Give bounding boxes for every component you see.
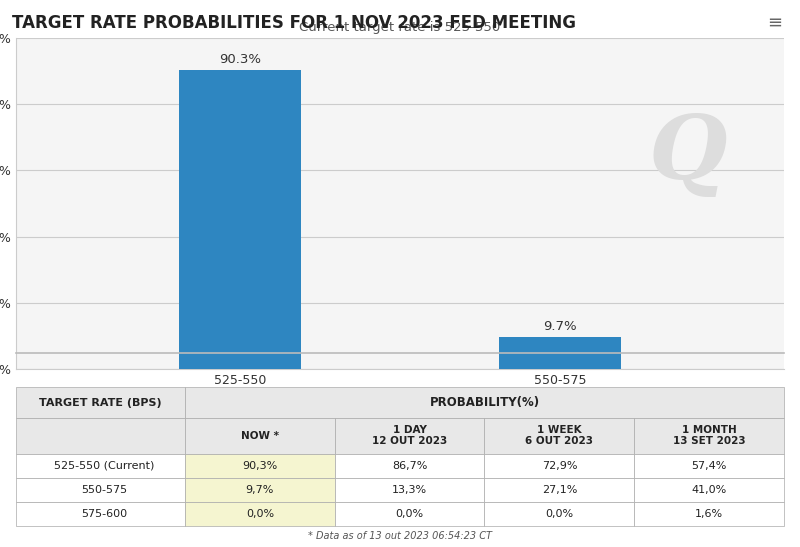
Text: 57,4%: 57,4% (691, 461, 727, 470)
Title: Current target rate is 525-550: Current target rate is 525-550 (299, 21, 501, 34)
Text: 9,7%: 9,7% (246, 485, 274, 494)
Text: * Data as of 13 out 2023 06:54:23 CT: * Data as of 13 out 2023 06:54:23 CT (308, 531, 492, 542)
Text: 90.3%: 90.3% (219, 54, 261, 66)
Bar (634, 502, 784, 526)
Text: 72,9%: 72,9% (542, 461, 577, 470)
Text: PROBABILITY(%): PROBABILITY(%) (430, 396, 539, 409)
Bar (485, 502, 634, 526)
Bar (485, 453, 634, 478)
Bar (179, 71, 301, 369)
Bar (334, 453, 485, 478)
Text: 27,1%: 27,1% (542, 485, 577, 494)
Bar (634, 418, 784, 453)
Text: 0,0%: 0,0% (395, 509, 424, 519)
Text: 525-550 (Current): 525-550 (Current) (54, 461, 154, 470)
Text: 550-575: 550-575 (82, 485, 127, 494)
Bar (634, 453, 784, 478)
X-axis label: Target Rate (in bps): Target Rate (in bps) (338, 392, 462, 405)
Bar (185, 418, 334, 453)
Bar (334, 478, 485, 502)
Text: 13,3%: 13,3% (392, 485, 427, 494)
Text: 9.7%: 9.7% (543, 319, 577, 333)
Bar (16, 387, 185, 418)
Bar (185, 502, 334, 526)
Text: ≡: ≡ (767, 14, 782, 32)
Bar (634, 478, 784, 502)
Bar (185, 453, 334, 478)
Text: 1,6%: 1,6% (695, 509, 723, 519)
Text: 1 MONTH
13 SET 2023: 1 MONTH 13 SET 2023 (673, 425, 746, 446)
Text: 41,0%: 41,0% (691, 485, 726, 494)
Text: 1 DAY
12 OUT 2023: 1 DAY 12 OUT 2023 (372, 425, 447, 446)
Text: 86,7%: 86,7% (392, 461, 427, 470)
Bar (334, 502, 485, 526)
Bar (16, 502, 185, 526)
Text: NOW *: NOW * (241, 430, 279, 441)
Bar (485, 478, 634, 502)
Bar (185, 478, 334, 502)
Text: TARGET RATE (BPS): TARGET RATE (BPS) (39, 398, 162, 408)
Bar (185, 387, 784, 418)
Bar (485, 418, 634, 453)
Bar (334, 418, 485, 453)
Text: Q: Q (649, 110, 727, 197)
Text: 0,0%: 0,0% (246, 509, 274, 519)
Text: 1 WEEK
6 OUT 2023: 1 WEEK 6 OUT 2023 (526, 425, 594, 446)
Bar (16, 478, 185, 502)
Text: TARGET RATE PROBABILITIES FOR 1 NOV 2023 FED MEETING: TARGET RATE PROBABILITIES FOR 1 NOV 2023… (12, 14, 576, 32)
Bar (16, 418, 185, 453)
Bar (499, 336, 621, 369)
Bar (16, 453, 185, 478)
Text: 0,0%: 0,0% (546, 509, 574, 519)
Text: 575-600: 575-600 (82, 509, 127, 519)
Text: 90,3%: 90,3% (242, 461, 278, 470)
